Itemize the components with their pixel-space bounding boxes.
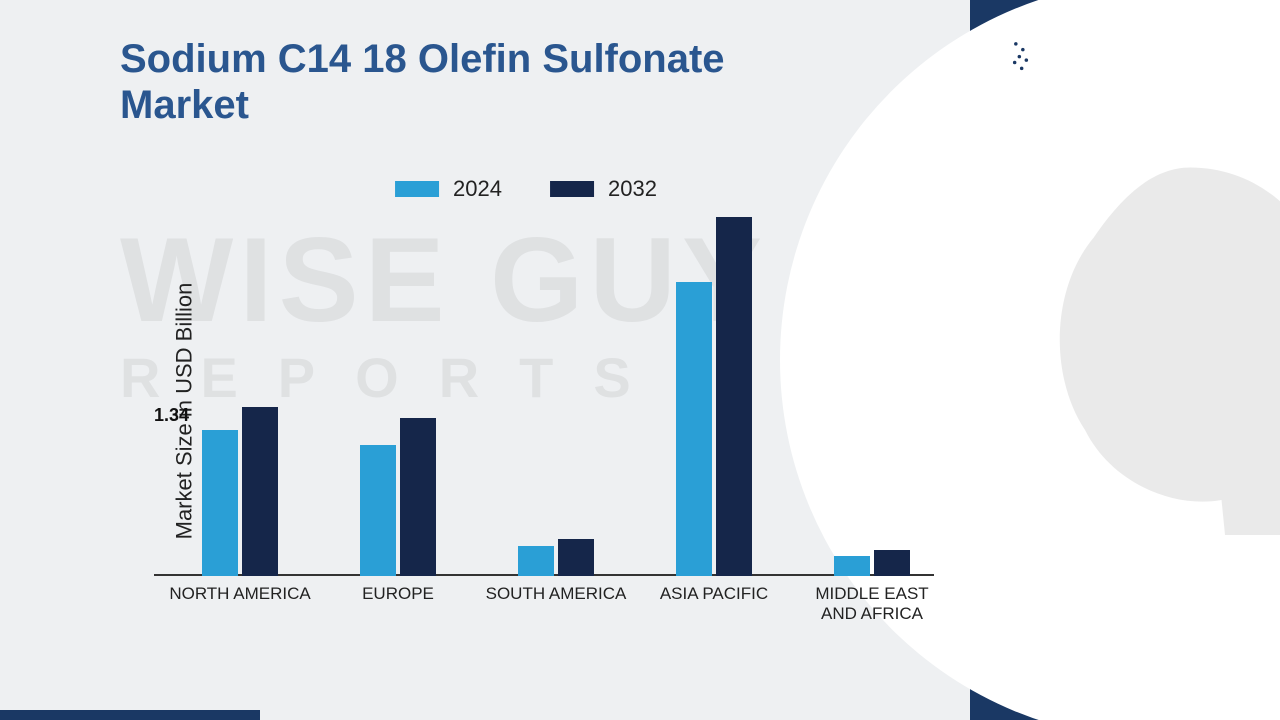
bar <box>202 430 238 576</box>
bar <box>242 407 278 576</box>
logo-head-icon <box>980 24 1040 94</box>
bar <box>400 418 436 576</box>
bar-value-label: 1.34 <box>154 405 189 426</box>
bar <box>716 217 752 576</box>
plot-area: 1.34 NORTH AMERICAEUROPESOUTH AMERICAASI… <box>154 206 934 576</box>
bar <box>360 445 396 576</box>
bar <box>518 546 554 576</box>
legend-swatch-2032 <box>550 181 594 197</box>
bar <box>676 282 712 576</box>
chart-title: Sodium C14 18 Olefin Sulfonate Market <box>120 36 840 128</box>
category-label: MIDDLE EAST AND AFRICA <box>797 576 947 625</box>
brand-name: WISE GUY <box>1058 28 1244 67</box>
bar <box>834 556 870 576</box>
legend-label-2032: 2032 <box>608 176 657 202</box>
bar-chart: Market Size in USD Billion 2024 2032 1.3… <box>106 176 946 646</box>
chart-legend: 2024 2032 <box>395 176 657 202</box>
category-label: NORTH AMERICA <box>165 576 315 604</box>
bottom-accent-bar <box>0 710 260 720</box>
legend-item-2032: 2032 <box>550 176 657 202</box>
bar <box>874 550 910 576</box>
legend-swatch-2024 <box>395 181 439 197</box>
category-label: ASIA PACIFIC <box>639 576 789 604</box>
category-label: EUROPE <box>323 576 473 604</box>
legend-label-2024: 2024 <box>453 176 502 202</box>
page-canvas: WISE GUY REPORTS Sodium C14 18 Olefin Su… <box>0 0 1280 720</box>
brand-logo: WISE GUY REPORTS <box>1058 28 1244 85</box>
category-label: SOUTH AMERICA <box>481 576 631 604</box>
watermark-head-icon <box>1010 150 1280 570</box>
bar <box>558 539 594 576</box>
legend-item-2024: 2024 <box>395 176 502 202</box>
brand-sub: REPORTS <box>1058 69 1244 85</box>
